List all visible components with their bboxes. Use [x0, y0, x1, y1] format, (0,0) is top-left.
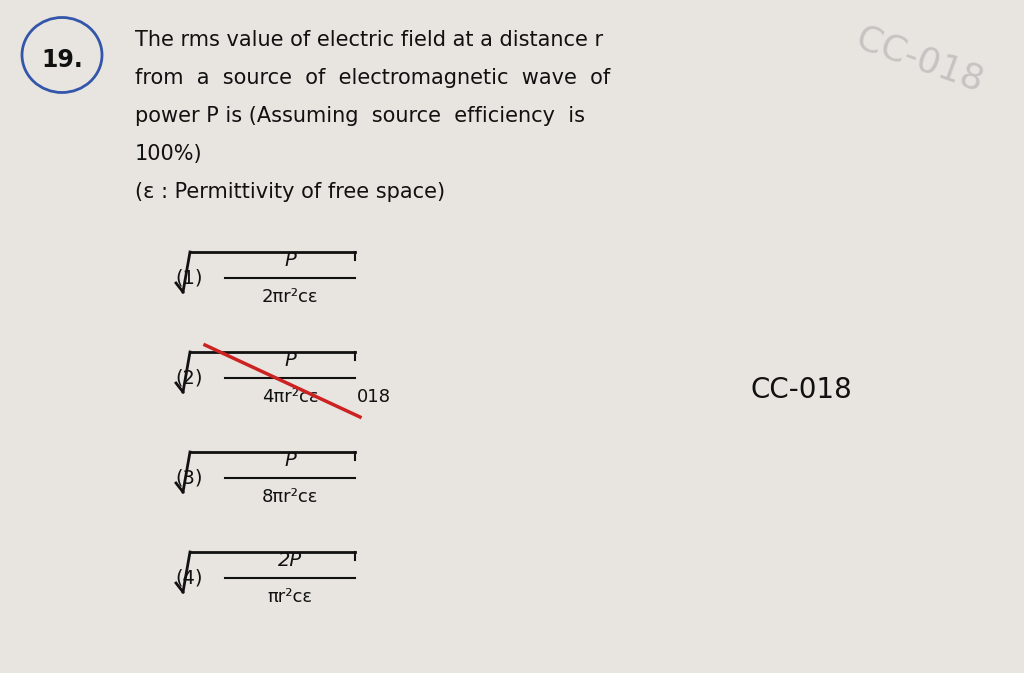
Text: from  a  source  of  electromagnetic  wave  of: from a source of electromagnetic wave of — [135, 68, 610, 88]
Text: P: P — [284, 250, 296, 269]
Text: (4): (4) — [175, 569, 203, 588]
Text: The rms value of electric field at a distance r: The rms value of electric field at a dis… — [135, 30, 603, 50]
Text: (3): (3) — [175, 468, 203, 487]
Text: 2P: 2P — [278, 551, 302, 569]
Text: 19.: 19. — [41, 48, 83, 72]
Text: 100%): 100%) — [135, 144, 203, 164]
Text: (1): (1) — [175, 269, 203, 287]
Text: (ε : Permittivity of free space): (ε : Permittivity of free space) — [135, 182, 445, 202]
Text: P: P — [284, 351, 296, 369]
Text: CC-018: CC-018 — [852, 22, 988, 99]
Text: 4πr²cε: 4πr²cε — [262, 388, 318, 406]
Text: 8πr²cε: 8πr²cε — [262, 488, 318, 506]
Text: 018: 018 — [357, 388, 391, 406]
Text: 2πr²cε: 2πr²cε — [262, 288, 318, 306]
Text: πr²cε: πr²cε — [267, 588, 312, 606]
Text: power P is (Assuming  source  efficiency  is: power P is (Assuming source efficiency i… — [135, 106, 585, 126]
Text: (2): (2) — [175, 369, 203, 388]
Text: P: P — [284, 450, 296, 470]
Text: CC-018: CC-018 — [750, 376, 852, 404]
